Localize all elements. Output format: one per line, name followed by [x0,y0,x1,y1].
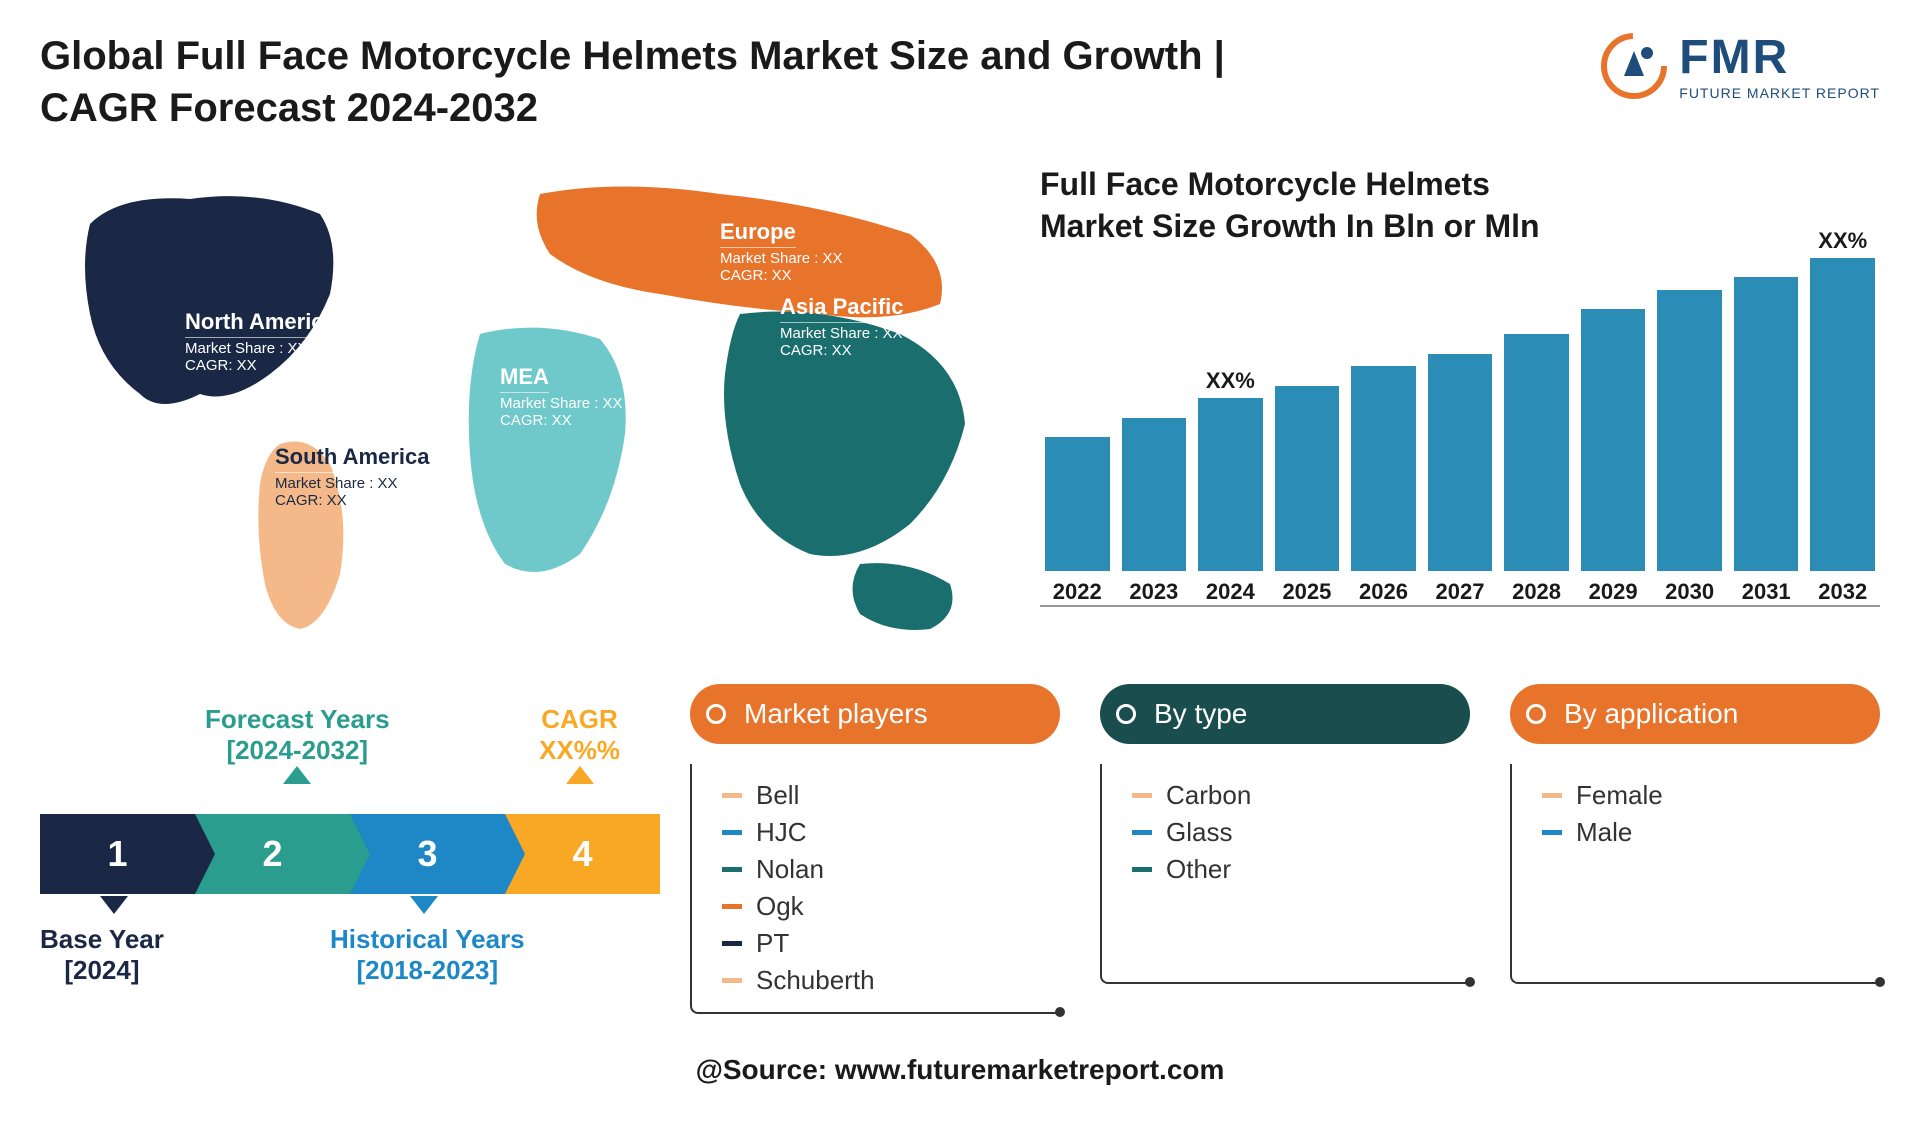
logo-icon [1599,31,1669,101]
list-item: Nolan [722,854,1030,885]
category-pill: By type [1100,684,1470,744]
timeline: Forecast Years [2024-2032] CAGR XX%% 123… [40,684,660,1004]
timeline-seg-4: 4 [505,814,660,894]
cagr-label: CAGR XX%% [539,704,620,766]
category-by-type: By type Carbon Glass Other [1100,684,1470,1014]
logo-sub: FUTURE MARKET REPORT [1679,85,1880,101]
bar-2022: 2022 [1045,437,1110,605]
category-market-players: Market players Bell HJC Nolan Ogk PT Schuberth [690,684,1060,1014]
logo-main: FMR [1679,30,1880,85]
list-item: Ogk [722,891,1030,922]
bar-2030: 2030 [1657,290,1722,606]
historical-label: Historical Years [2018-2023] [330,924,525,986]
category-pill: By application [1510,684,1880,744]
bar-2025: 2025 [1275,386,1340,606]
bar-2027: 2027 [1428,354,1493,606]
list-item: Male [1542,817,1850,848]
timeline-seg-2: 2 [195,814,350,894]
list-item: HJC [722,817,1030,848]
forecast-label: Forecast Years [2024-2032] [205,704,390,766]
list-item: Bell [722,780,1030,811]
logo: FMR FUTURE MARKET REPORT [1599,30,1880,101]
world-map: North AmericaMarket Share : XXCAGR: XX So… [40,164,1000,644]
chart-title: Full Face Motorcycle Helmets Market Size… [1040,164,1540,247]
bar-2032: XX%2032 [1810,258,1875,606]
list-item: PT [722,928,1030,959]
bar-2026: 2026 [1351,366,1416,605]
source-text: @Source: www.futuremarketreport.com [40,1054,1880,1086]
list-item: Carbon [1132,780,1440,811]
bar-2028: 2028 [1504,334,1569,605]
region-europe: EuropeMarket Share : XXCAGR: XX [720,219,843,284]
region-north-america: North AmericaMarket Share : XXCAGR: XX [185,309,336,374]
bar-2024: XX%2024 [1198,398,1263,605]
base-label: Base Year [2024] [40,924,164,986]
region-south-america: South AmericaMarket Share : XXCAGR: XX [275,444,429,509]
category-pill: Market players [690,684,1060,744]
timeline-seg-1: 1 [40,814,195,894]
category-by-application: By application Female Male [1510,684,1880,1014]
bar-2023: 2023 [1122,418,1187,606]
bar-2029: 2029 [1581,309,1646,605]
list-item: Other [1132,854,1440,885]
bar-2031: 2031 [1734,277,1799,605]
growth-chart: Full Face Motorcycle Helmets Market Size… [1040,164,1880,644]
timeline-seg-3: 3 [350,814,505,894]
list-item: Female [1542,780,1850,811]
region-mea: MEAMarket Share : XXCAGR: XX [500,364,623,429]
list-item: Schuberth [722,965,1030,996]
page-title: Global Full Face Motorcycle Helmets Mark… [40,30,1340,134]
list-item: Glass [1132,817,1440,848]
region-asia-pacific: Asia PacificMarket Share : XXCAGR: XX [780,294,904,359]
